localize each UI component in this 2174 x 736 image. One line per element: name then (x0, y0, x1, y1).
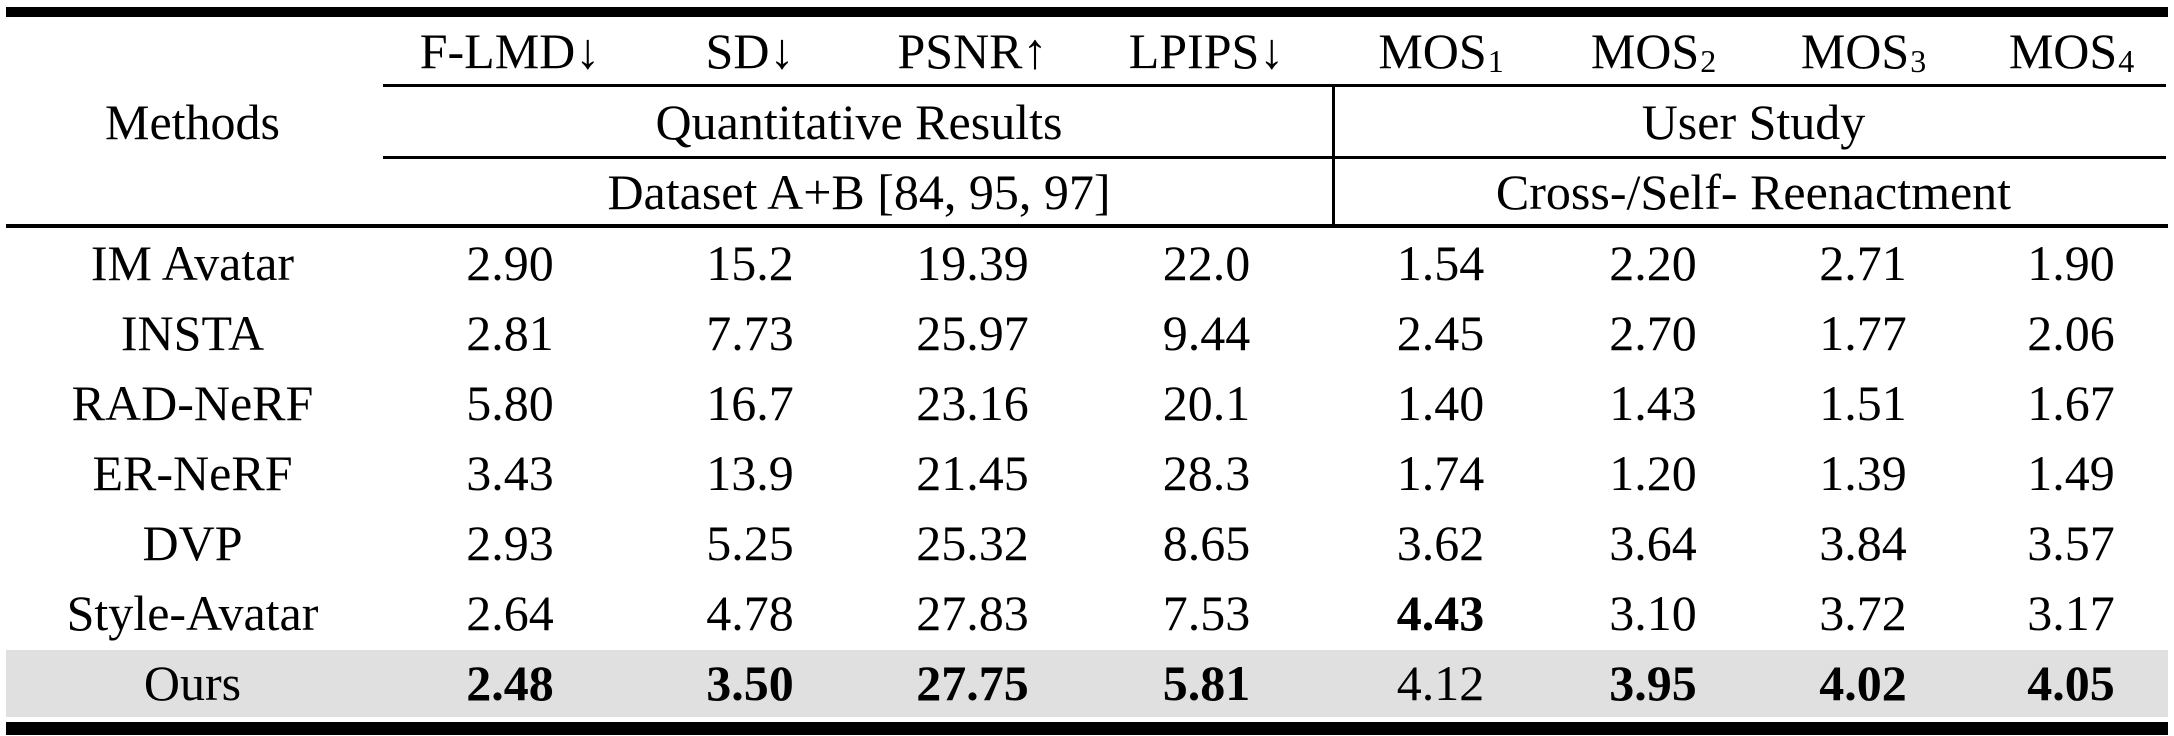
method-name-cell: IM Avatar (90, 235, 295, 291)
value-cell: 16.7 (706, 375, 794, 431)
value-cell: 2.81 (466, 305, 554, 361)
group-subheader-dataset: Dataset A+B [84, 95, 97] (607, 163, 1111, 220)
bottom-rule (6, 722, 2168, 735)
value-cell: 3.84 (1819, 515, 1907, 571)
methods-header-spacer (0, 18, 385, 84)
method-name-cell: Ours (143, 655, 242, 711)
value-cell: 1.20 (1609, 445, 1697, 501)
top-rule (6, 7, 2168, 17)
value-cell: 1.67 (2027, 375, 2115, 431)
value-cell: 3.64 (1609, 515, 1697, 571)
value-cell: 4.05 (2027, 655, 2115, 711)
value-cell: 27.75 (916, 655, 1029, 711)
value-cell: 23.16 (916, 375, 1029, 431)
col-header-mos2: MOS 2 (1590, 23, 1717, 79)
header-body-separator-rule (6, 224, 2168, 228)
col-header-mos3: MOS 3 (1800, 23, 1927, 79)
group-subheader-row: Dataset A+B [84, 95, 97] Cross-/Self- Re… (0, 159, 2174, 224)
value-cell: 2.93 (466, 515, 554, 571)
value-cell: 2.48 (466, 655, 554, 711)
value-cell: 7.53 (1162, 585, 1251, 641)
value-cell: 15.2 (706, 235, 794, 291)
methods-subheader-spacer (0, 159, 385, 224)
col-header-sd: SD↓ (705, 23, 795, 79)
metric-header-row: F-LMD↓ SD↓ PSNR↑ LPIPS↓ MOS 1 MOS 2 MOS 3 M… (0, 18, 2174, 84)
value-cell: 20.1 (1162, 375, 1251, 431)
value-cell: 4.12 (1396, 655, 1485, 711)
value-cell: 3.57 (2027, 515, 2115, 571)
col-header-mos4: MOS 4 (2008, 23, 2135, 79)
group-header-user-study: User Study (1641, 93, 1866, 150)
table-body: IM Avatar 2.90 15.2 19.39 22.0 1.54 2.20… (0, 228, 2174, 718)
value-cell: 1.39 (1819, 445, 1907, 501)
value-cell: 4.02 (1819, 655, 1907, 711)
value-cell: 25.32 (916, 515, 1029, 571)
value-cell: 2.64 (466, 585, 554, 641)
value-cell: 3.72 (1819, 585, 1907, 641)
value-cell: 19.39 (916, 235, 1029, 291)
col-header-f-lmd: F-LMD↓ (419, 23, 601, 79)
table-row: ER-NeRF 3.43 13.9 21.45 28.3 1.74 1.20 1… (0, 438, 2174, 508)
table-row: RAD-NeRF 5.80 16.7 23.16 20.1 1.40 1.43 … (0, 368, 2174, 438)
table-row-ours: Ours 2.48 3.50 27.75 5.81 4.12 3.95 4.02… (0, 648, 2174, 718)
value-cell: 21.45 (916, 445, 1029, 501)
value-cell: 3.43 (466, 445, 554, 501)
value-cell: 22.0 (1162, 235, 1251, 291)
method-name-cell: ER-NeRF (92, 445, 293, 501)
value-cell: 2.45 (1396, 305, 1485, 361)
value-cell: 1.49 (2027, 445, 2115, 501)
table-row: Style-Avatar 2.64 4.78 27.83 7.53 4.43 3… (0, 578, 2174, 648)
group-subheader-top-rule (383, 156, 2166, 159)
table-row: INSTA 2.81 7.73 25.97 9.44 2.45 2.70 1.7… (0, 298, 2174, 368)
value-cell: 1.43 (1609, 375, 1697, 431)
col-header-psnr: PSNR↑ (897, 23, 1048, 79)
table-row: DVP 2.93 5.25 25.32 8.65 3.62 3.64 3.84 … (0, 508, 2174, 578)
value-cell: 2.71 (1819, 235, 1907, 291)
method-name-cell: RAD-NeRF (71, 375, 314, 431)
value-cell: 1.51 (1819, 375, 1907, 431)
value-cell: 3.10 (1609, 585, 1697, 641)
value-cell: 13.9 (706, 445, 794, 501)
value-cell: 1.40 (1396, 375, 1485, 431)
col-header-lpips: LPIPS↓ (1128, 23, 1285, 79)
value-cell: 2.90 (466, 235, 554, 291)
group-header-row: Methods Quantitative Results User Study (0, 87, 2174, 156)
value-cell: 3.50 (706, 655, 794, 711)
value-cell: 3.95 (1609, 655, 1697, 711)
group-header-quantitative: Quantitative Results (655, 93, 1063, 150)
methods-header: Methods (105, 93, 280, 150)
group-subheader-reenactment: Cross-/Self- Reenactment (1495, 163, 2012, 220)
value-cell: 1.54 (1396, 235, 1485, 291)
value-cell: 25.97 (916, 305, 1029, 361)
value-cell: 2.70 (1609, 305, 1697, 361)
method-name-cell: DVP (142, 515, 243, 571)
value-cell: 9.44 (1162, 305, 1251, 361)
value-cell: 1.90 (2027, 235, 2115, 291)
value-cell: 1.74 (1396, 445, 1485, 501)
value-cell: 3.17 (2027, 585, 2115, 641)
value-cell: 2.06 (2027, 305, 2115, 361)
value-cell: 3.62 (1396, 515, 1485, 571)
value-cell: 28.3 (1162, 445, 1251, 501)
value-cell: 2.20 (1609, 235, 1697, 291)
value-cell: 5.81 (1162, 655, 1251, 711)
group-header-top-rule (383, 84, 2166, 87)
value-cell: 5.80 (466, 375, 554, 431)
value-cell: 4.78 (706, 585, 794, 641)
table-row: IM Avatar 2.90 15.2 19.39 22.0 1.54 2.20… (0, 228, 2174, 298)
method-name-cell: Style-Avatar (66, 585, 319, 641)
value-cell: 4.43 (1396, 585, 1485, 641)
value-cell: 8.65 (1162, 515, 1251, 571)
value-cell: 27.83 (916, 585, 1029, 641)
value-cell: 7.73 (706, 305, 794, 361)
method-name-cell: INSTA (120, 305, 265, 361)
group-vertical-divider (1332, 84, 1335, 228)
col-header-mos1: MOS 1 (1378, 23, 1504, 79)
value-cell: 5.25 (706, 515, 794, 571)
value-cell: 1.77 (1819, 305, 1907, 361)
